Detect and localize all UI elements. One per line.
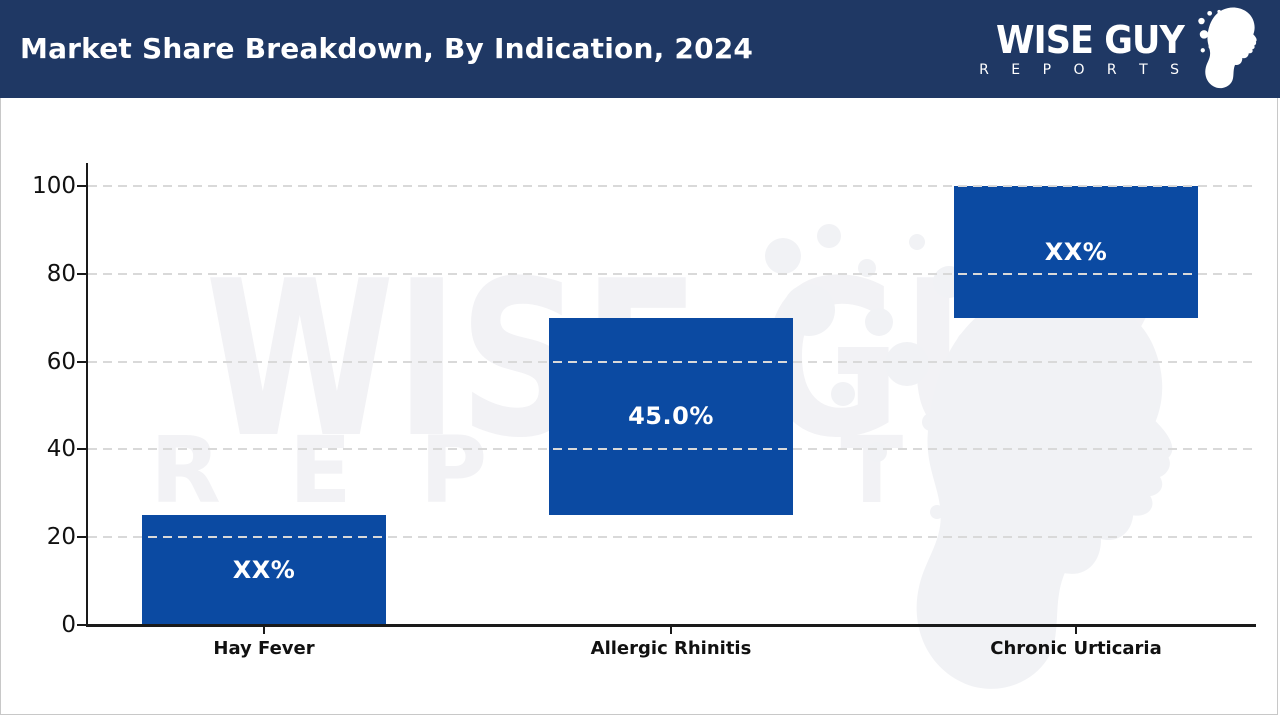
y-tick-label: 0 [61, 612, 76, 638]
gridline [88, 272, 1256, 275]
y-tick-label: 100 [32, 173, 76, 199]
bar-value-label: XX% [232, 556, 296, 585]
x-tick-mark [670, 627, 672, 634]
y-tick-label: 40 [46, 436, 76, 463]
logo-face-icon [1198, 7, 1257, 89]
bar-segment: XX% [954, 186, 1198, 318]
y-tick-label: 80 [46, 260, 76, 287]
x-category-label: Chronic Urticaria [990, 638, 1162, 659]
gridline [88, 448, 1256, 451]
gridline [88, 185, 1256, 187]
page-title: Market Share Breakdown, By Indication, 2… [20, 31, 754, 65]
bar-segment: 45.0% [549, 317, 793, 516]
wise-guy-reports-logo: WISE GUY R E P O R T S [975, 0, 1266, 98]
gridline [88, 360, 1256, 363]
x-axis-line [86, 624, 1256, 627]
y-tick-mark [77, 624, 86, 626]
x-tick-mark [1075, 627, 1077, 634]
y-tick-mark [77, 360, 86, 363]
logo-subtitle: R E P O R T S [979, 62, 1188, 78]
x-tick-mark [263, 627, 265, 634]
y-tick-label: 60 [46, 348, 76, 375]
x-category-label: Allergic Rhinitis [590, 638, 752, 659]
gridline [88, 536, 1256, 539]
y-tick-mark [77, 185, 86, 187]
bar-value-label: XX% [1044, 237, 1108, 266]
x-category-label: Hay Fever [213, 638, 315, 659]
header: Market Share Breakdown, By Indication, 2… [0, 0, 1280, 98]
y-tick-label: 20 [46, 524, 76, 551]
y-tick-mark [77, 448, 86, 451]
bar-segment: XX% [142, 515, 386, 625]
y-axis-line [86, 163, 88, 627]
logo-wordmark: WISE GUY [996, 18, 1185, 62]
logo-text: WISE GUY R E P O R T S [975, 21, 1188, 77]
y-tick-mark [77, 272, 86, 275]
bar-value-label: 45.0% [628, 402, 714, 431]
y-tick-mark [77, 536, 86, 539]
